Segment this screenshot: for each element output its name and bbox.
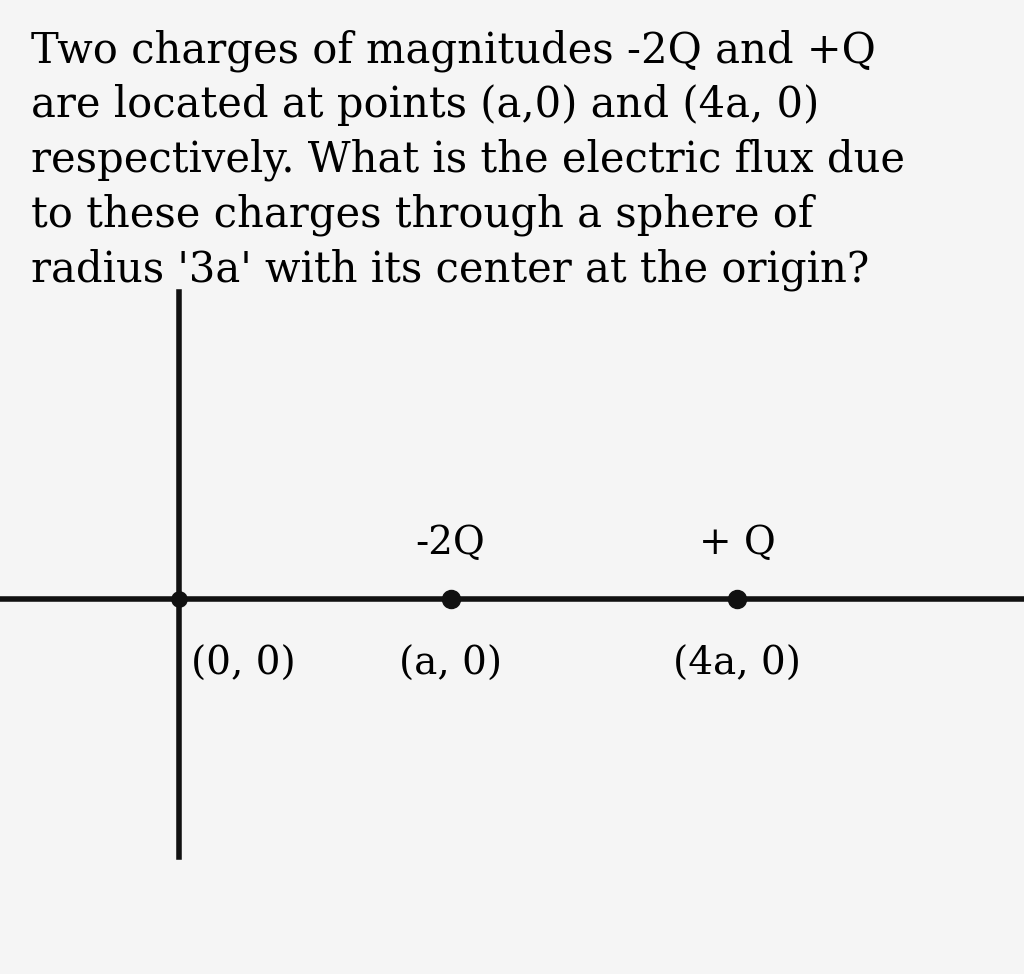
Text: (a, 0): (a, 0): [399, 646, 502, 683]
Text: -2Q: -2Q: [416, 525, 485, 562]
Text: + Q: + Q: [699, 525, 775, 562]
Text: (4a, 0): (4a, 0): [674, 646, 801, 683]
Text: Two charges of magnitudes -2Q and +Q
are located at points (a,0) and (4a, 0)
res: Two charges of magnitudes -2Q and +Q are…: [31, 29, 905, 291]
Text: (0, 0): (0, 0): [191, 646, 296, 683]
